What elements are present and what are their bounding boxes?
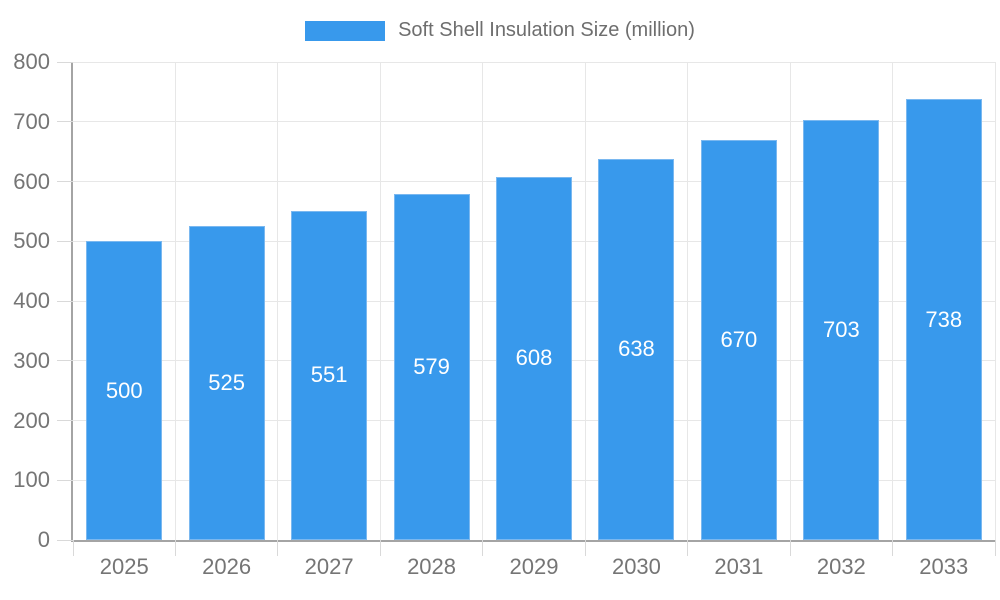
bar-2027[interactable] [291,210,368,540]
x-axis-label: 2028 [407,554,457,579]
x-axis-label: 2025 [99,554,149,579]
bar-value-label: 703 [822,316,860,342]
y-axis-tick [57,479,73,481]
bar-value-label: 608 [515,345,553,371]
x-axis-tick [994,540,996,556]
x-gridline [789,62,791,540]
legend: Soft Shell Insulation Size (million) [0,19,1000,42]
y-axis-label: 400 [13,288,50,313]
x-gridline [482,62,484,540]
y-axis-tick [57,420,73,421]
plot-area: 500 525 551 579 608 638 670 703 738 [71,61,996,542]
y-axis-tick [57,240,73,242]
y-axis-label: 100 [13,467,50,493]
bar-value-label: 525 [208,370,246,396]
y-axis-tick [57,121,73,123]
x-axis-tick [379,540,381,556]
y-axis-tick [57,539,73,541]
x-gridline [277,62,279,540]
bar-2031[interactable] [700,139,777,540]
x-axis-label: 2029 [509,554,559,579]
x-axis-label: 2033 [919,554,969,579]
bar-2026[interactable] [188,226,265,540]
x-axis-label: 2027 [304,554,354,579]
x-axis-label: 2031 [714,554,764,579]
y-axis-label: 600 [13,168,50,194]
y-axis-label: 700 [13,108,50,134]
x-axis-tick [789,540,791,556]
x-axis-tick [687,540,689,556]
y-axis-label: 300 [13,347,50,373]
bar-value-label: 500 [105,377,143,403]
x-axis-label: 2026 [202,554,252,579]
y-axis-tick [57,181,73,182]
y-axis-tick [57,300,73,302]
legend-item[interactable]: Soft Shell Insulation Size (million) [305,19,695,42]
bar-2032[interactable] [803,119,880,540]
x-gridline [379,62,381,540]
x-axis-label: 2032 [816,554,866,579]
x-axis-tick [174,540,176,556]
y-gridline [73,61,995,63]
x-axis-label: 2030 [611,554,661,579]
x-gridline [994,62,996,540]
bar-2025[interactable] [86,241,163,540]
bar-value-label: 738 [925,306,963,332]
x-axis-tick [482,540,484,556]
bar-2028[interactable] [393,194,470,540]
x-gridline [892,62,894,540]
x-gridline [584,62,586,540]
y-axis-label: 800 [13,49,50,74]
legend-label: Soft Shell Insulation Size (million) [398,19,695,41]
bar-value-label: 551 [310,362,348,388]
x-axis-tick [277,540,279,556]
y-axis-label: 500 [13,228,50,254]
x-gridline [687,62,689,540]
x-axis-tick [584,540,586,556]
bar-value-label: 670 [720,326,758,352]
y-gridline [73,121,995,123]
bar-2029[interactable] [496,176,572,540]
bar-value-label: 579 [413,354,450,380]
y-axis-tick [57,61,73,63]
x-gridline [174,62,176,540]
legend-swatch-icon [305,20,386,41]
y-axis-tick [57,360,73,362]
bar-value-label: 638 [618,336,655,362]
x-axis-tick [72,540,74,556]
y-axis-label: 200 [13,407,50,433]
bar-2033[interactable] [905,99,982,540]
y-axis-label: 0 [37,527,50,552]
bar-2030[interactable] [598,158,675,540]
x-axis-tick [892,540,894,556]
